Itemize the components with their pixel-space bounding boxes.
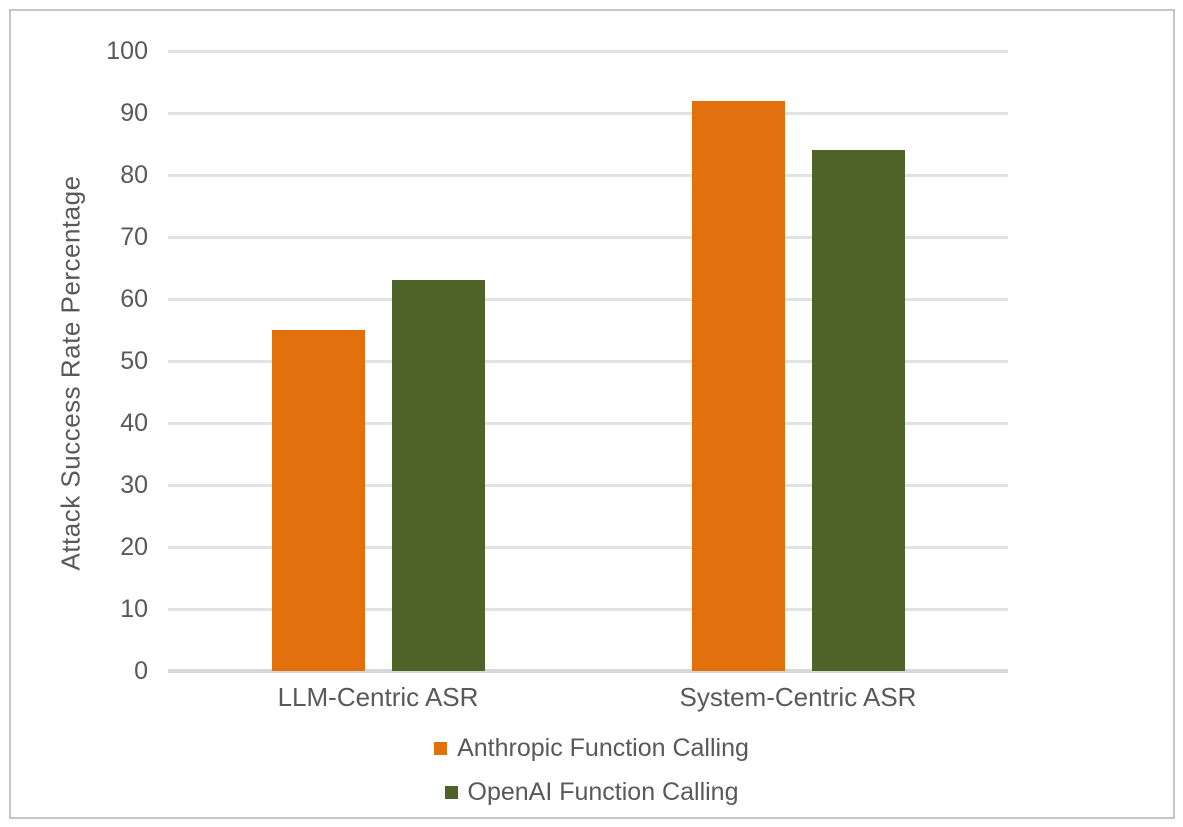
legend-item-series-0: Anthropic Function Calling — [0, 733, 1183, 763]
legend-item-series-1: OpenAI Function Calling — [0, 777, 1183, 807]
gridline — [168, 607, 1008, 611]
gridline — [168, 297, 1008, 301]
bar-llm-centric-asr-series-0 — [271, 330, 365, 671]
y-tick-label: 0 — [134, 657, 148, 685]
gridline — [168, 421, 1008, 425]
y-tick-label: 90 — [120, 99, 148, 127]
gridline — [168, 49, 1008, 53]
x-category-label: LLM-Centric ASR — [277, 682, 479, 712]
gridline — [168, 359, 1008, 363]
y-tick-label: 100 — [106, 37, 148, 65]
bar-llm-centric-asr-series-1 — [391, 280, 485, 671]
y-tick-label: 60 — [120, 285, 148, 313]
bar-system-centric-asr-series-1 — [811, 150, 905, 671]
gridline — [168, 545, 1008, 549]
y-tick-label: 50 — [120, 347, 148, 375]
y-tick-label: 40 — [120, 409, 148, 437]
legend-label: OpenAI Function Calling — [467, 777, 739, 806]
y-tick-label: 70 — [120, 223, 148, 251]
y-tick-label: 10 — [120, 595, 148, 623]
y-tick-label: 80 — [120, 161, 148, 189]
x-axis-line — [168, 669, 1008, 673]
gridline — [168, 235, 1008, 239]
y-tick-label: 30 — [120, 471, 148, 499]
legend-label: Anthropic Function Calling — [457, 733, 749, 762]
plot-area — [168, 49, 1008, 673]
gridline — [168, 173, 1008, 177]
legend-swatch-icon — [444, 785, 458, 799]
bar-system-centric-asr-series-0 — [691, 100, 785, 671]
chart-frame — [9, 9, 1175, 819]
x-category-label: System-Centric ASR — [679, 682, 917, 712]
legend: Anthropic Function Calling OpenAI Functio… — [0, 733, 1183, 821]
legend-swatch-icon — [434, 741, 448, 755]
gridline — [168, 111, 1008, 115]
y-tick-label: 20 — [120, 533, 148, 561]
gridline — [168, 483, 1008, 487]
